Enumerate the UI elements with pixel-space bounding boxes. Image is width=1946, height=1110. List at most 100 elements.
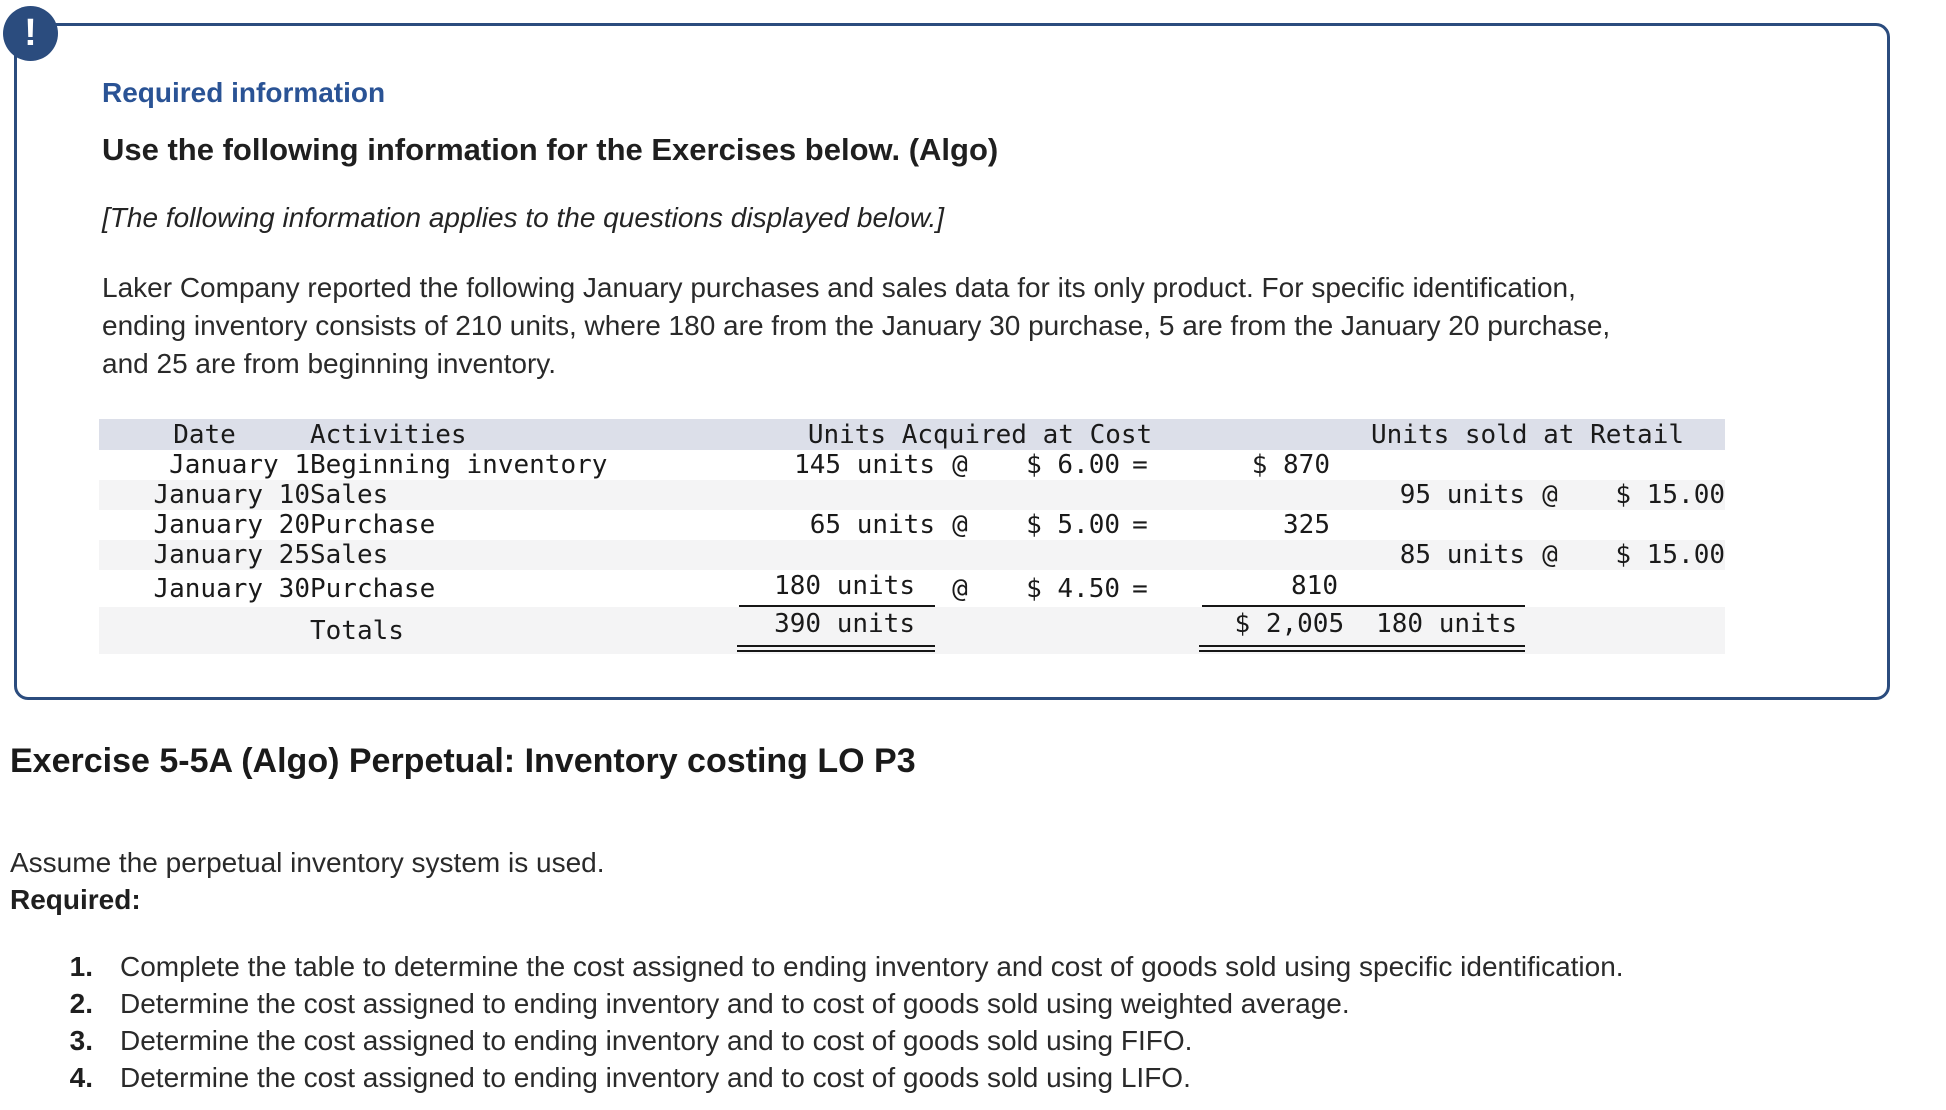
list-item: 3. Determine the cost assigned to ending… — [0, 1026, 1946, 1056]
cell-at-sign — [1525, 450, 1575, 480]
table-row-jan25: January 25 Sales 85 units @ $ 15.00 — [99, 540, 1725, 570]
list-item: 4. Determine the cost assigned to ending… — [0, 1063, 1946, 1093]
cell-retail-price — [1575, 607, 1725, 654]
cell-equals — [1120, 540, 1160, 570]
table-row-jan1: January 1 Beginning inventory 145 units … — [99, 450, 1725, 480]
cell-retail-price — [1575, 510, 1725, 540]
cell-unit-cost: $ 6.00 — [1026, 450, 1120, 480]
cell-activity: Purchase — [310, 573, 436, 604]
list-item-number: 3. — [69, 1025, 93, 1056]
list-item-number: 4. — [69, 1062, 93, 1093]
inventory-table: Date Activities Units Acquired at Cost U… — [99, 419, 1725, 654]
assume-text: Assume the perpetual inventory system is… — [10, 847, 605, 878]
cell-qty-acquired: 65 units — [809, 510, 935, 540]
list-item-number: 2. — [69, 988, 93, 1019]
cell-activity: Purchase — [310, 510, 436, 540]
cell-unit-cost — [985, 480, 1120, 510]
underlined-cost: 810 — [1202, 571, 1525, 607]
cell-date: January 1 — [169, 450, 310, 480]
inventory-table-wrapper: Date Activities Units Acquired at Cost U… — [99, 419, 1725, 654]
cell-qty-sold: 85 units — [1399, 540, 1525, 570]
double-underlined-totals: $ 2,005 180 units — [1199, 609, 1525, 652]
cell-total-cost: $ 870 — [1251, 450, 1330, 480]
list-item: 2. Determine the cost assigned to ending… — [0, 989, 1946, 1019]
list-item-text: Determine the cost assigned to ending in… — [120, 1025, 1193, 1056]
applies-note: [The following information applies to th… — [102, 202, 945, 233]
cell-at-sign — [935, 480, 985, 510]
cell-unit-cost — [985, 540, 1120, 570]
cell-at-sign — [1525, 570, 1575, 607]
cell-activity: Sales — [310, 480, 389, 510]
col-header-units-sold: Units sold at Retail — [1370, 419, 1685, 450]
cell-unit-cost: $ 4.50 — [1026, 573, 1120, 604]
double-underlined-qty: 390 units — [737, 609, 935, 652]
cell-at-sign — [935, 607, 985, 654]
cell-qty-acquired — [630, 540, 935, 570]
cell-total-cost: 810 — [1160, 570, 1525, 607]
cell-retail-price — [1575, 570, 1725, 607]
requirements-list: 1. Complete the table to determine the c… — [0, 952, 1946, 1100]
cell-at-sign: @ — [952, 573, 968, 604]
paragraph-line-1: Laker Company reported the following Jan… — [102, 272, 1576, 303]
cell-at-sign: @ — [952, 510, 968, 540]
cell-activity: Sales — [310, 540, 389, 570]
cell-at-sign — [1525, 510, 1575, 540]
totals-cost-and-sold: $ 2,005 180 units — [1160, 607, 1525, 654]
table-row-jan20: January 20 Purchase 65 units @ $ 5.00 = … — [99, 510, 1725, 540]
required-info-panel: Required information Use the following i… — [14, 23, 1890, 700]
col-header-activities: Activities — [310, 419, 467, 450]
cell-equals: = — [1132, 510, 1148, 540]
cell-unit-cost — [985, 607, 1120, 654]
cell-at-sign: @ — [1542, 480, 1558, 510]
table-row-jan10: January 10 Sales 95 units @ $ 15.00 — [99, 480, 1725, 510]
cell-at-sign: @ — [1542, 540, 1558, 570]
table-row-totals: Totals 390 units $ 2,005 180 units — [99, 607, 1725, 654]
cell-equals: = — [1132, 450, 1148, 480]
table-header-row: Date Activities Units Acquired at Cost U… — [99, 419, 1725, 450]
table-row-jan30: January 30 Purchase 180 units @ $ 4.50 =… — [99, 570, 1725, 607]
required-label: Required: — [10, 884, 141, 915]
col-header-date: Date — [173, 419, 236, 450]
cell-date — [99, 607, 310, 654]
totals-cost: $ 2,005 — [1234, 609, 1345, 639]
exercise-title: Exercise 5-5A (Algo) Perpetual: Inventor… — [10, 742, 916, 780]
cell-at-sign: @ — [952, 450, 968, 480]
exclamation-glyph: ! — [24, 12, 37, 54]
cell-unit-cost: $ 5.00 — [1026, 510, 1120, 540]
list-item-text: Determine the cost assigned to ending in… — [120, 988, 1350, 1019]
cell-retail-price: $ 15.00 — [1615, 480, 1725, 510]
paragraph-line-3: and 25 are from beginning inventory. — [102, 348, 556, 379]
cell-qty-sold — [1330, 450, 1525, 480]
cell-activity: Beginning inventory — [310, 450, 608, 480]
list-item: 1. Complete the table to determine the c… — [0, 952, 1946, 982]
cell-equals — [1120, 480, 1160, 510]
problem-paragraph: Laker Company reported the following Jan… — [102, 269, 1610, 383]
cell-equals: = — [1132, 573, 1148, 604]
cell-qty-acquired: 145 units — [794, 450, 935, 480]
underlined-qty: 180 units — [739, 571, 935, 607]
cell-qty-acquired — [630, 480, 935, 510]
list-item-text: Complete the table to determine the cost… — [120, 951, 1624, 982]
cell-qty-acquired: 180 units — [630, 570, 935, 607]
cell-qty-sold — [1330, 510, 1525, 540]
col-header-units-acquired: Units Acquired at Cost — [807, 419, 1153, 450]
cell-at-sign — [935, 540, 985, 570]
cell-retail-price: $ 15.00 — [1615, 540, 1725, 570]
cell-date: January 10 — [153, 480, 310, 510]
cell-total-cost: 325 — [1283, 510, 1330, 540]
totals-qty-acquired: 390 units — [630, 607, 935, 654]
cell-date: January 25 — [153, 540, 310, 570]
cell-qty-sold: 95 units — [1399, 480, 1525, 510]
cell-date: January 20 — [153, 510, 310, 540]
list-item-number: 1. — [69, 951, 93, 982]
required-info-heading: Required information — [102, 77, 386, 108]
cell-total-cost — [1160, 480, 1330, 510]
paragraph-line-2: ending inventory consists of 210 units, … — [102, 310, 1611, 341]
cell-at-sign — [1525, 607, 1575, 654]
alert-exclamation-icon: ! — [3, 6, 58, 61]
cell-retail-price — [1575, 450, 1725, 480]
cell-equals — [1120, 607, 1160, 654]
cell-total-cost — [1160, 540, 1330, 570]
totals-sold-units: 180 units — [1376, 609, 1517, 639]
totals-label: Totals — [310, 615, 404, 646]
